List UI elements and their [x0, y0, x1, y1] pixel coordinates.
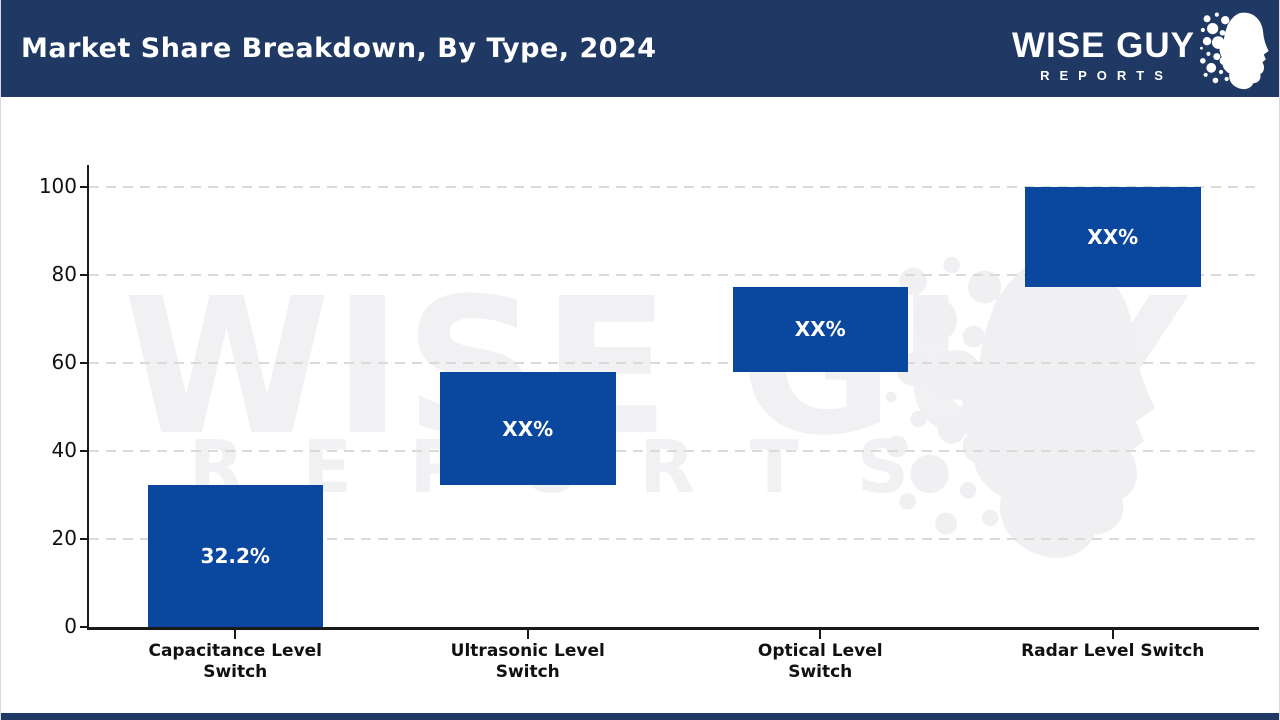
x-category-label-0: Capacitance Level Switch — [148, 641, 323, 683]
y-tick-mark-40 — [80, 450, 89, 452]
y-tick-mark-100 — [80, 186, 89, 188]
x-tick-mark-2 — [819, 630, 822, 639]
bar-value-label: XX% — [794, 317, 846, 342]
bar-segment-2: XX% — [732, 286, 908, 372]
gridline-20 — [89, 538, 1259, 540]
y-tick-mark-20 — [80, 538, 89, 540]
y-tick-mark-60 — [80, 362, 89, 364]
y-tick-mark-0 — [80, 626, 89, 628]
y-tick-mark-80 — [80, 274, 89, 276]
x-tick-mark-3 — [1111, 630, 1114, 639]
bar-value-label: XX% — [1087, 224, 1139, 249]
wise-guy-logo: WISE GUY REPORTS — [1012, 4, 1273, 94]
x-tick-mark-1 — [526, 630, 529, 639]
footer-bar — [1, 713, 1279, 720]
y-tick-label-60: 60 — [51, 350, 77, 374]
x-axis-line — [87, 627, 1259, 630]
gridline-80 — [89, 274, 1259, 276]
bar-value-label: XX% — [502, 416, 554, 441]
gridline-40 — [89, 450, 1259, 452]
x-category-label-3: Radar Level Switch — [1021, 641, 1205, 661]
y-tick-label-100: 100 — [38, 174, 77, 198]
bar-segment-3: XX% — [1025, 187, 1201, 287]
y-tick-label-80: 80 — [51, 262, 77, 286]
page-title: Market Share Breakdown, By Type, 2024 — [21, 33, 657, 64]
logo-text: WISE GUY REPORTS — [1012, 26, 1195, 83]
y-tick-label-0: 0 — [64, 614, 77, 638]
x-tick-mark-0 — [234, 630, 237, 639]
y-axis-line — [87, 165, 89, 630]
bar-value-label: 32.2% — [200, 544, 270, 569]
gridline-60 — [89, 362, 1259, 364]
watermark-head-icon — [885, 256, 1156, 558]
bar-segment-0: 32.2% — [147, 485, 323, 627]
y-tick-label-40: 40 — [51, 438, 77, 462]
bar-segment-1: XX% — [440, 371, 616, 486]
logo-subtitle: REPORTS — [1040, 68, 1173, 83]
logo-wordmark: WISE GUY — [1011, 26, 1195, 65]
x-category-label-1: Ultrasonic Level Switch — [450, 641, 605, 683]
gridline-100 — [89, 186, 1259, 188]
header-bar: Market Share Breakdown, By Type, 2024 WI… — [1, 0, 1279, 97]
y-tick-label-20: 20 — [51, 526, 77, 550]
x-category-label-2: Optical Level Switch — [757, 641, 883, 683]
